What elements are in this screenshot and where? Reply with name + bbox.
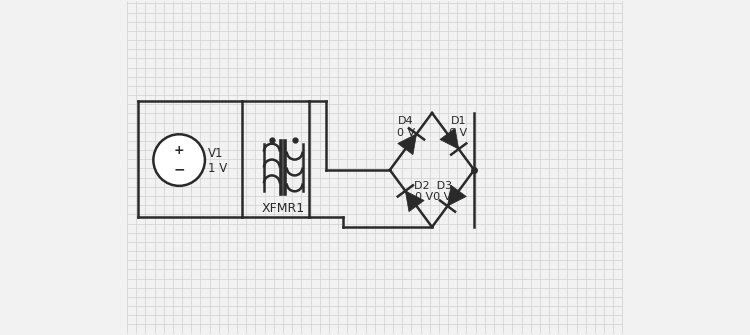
Text: 1 V: 1 V [208, 162, 227, 176]
Text: D2  D3
0 V0 V: D2 D3 0 V0 V [414, 181, 452, 202]
Text: XFMR1: XFMR1 [262, 202, 305, 215]
Polygon shape [440, 128, 459, 149]
Circle shape [153, 134, 205, 186]
Text: −: − [173, 162, 185, 177]
Polygon shape [405, 191, 424, 212]
Text: D1
0 V: D1 0 V [449, 116, 467, 138]
Polygon shape [448, 185, 466, 206]
Text: V1: V1 [208, 147, 224, 159]
Text: +: + [174, 144, 184, 157]
Polygon shape [398, 134, 416, 155]
Text: D4
0 V: D4 0 V [397, 116, 415, 138]
